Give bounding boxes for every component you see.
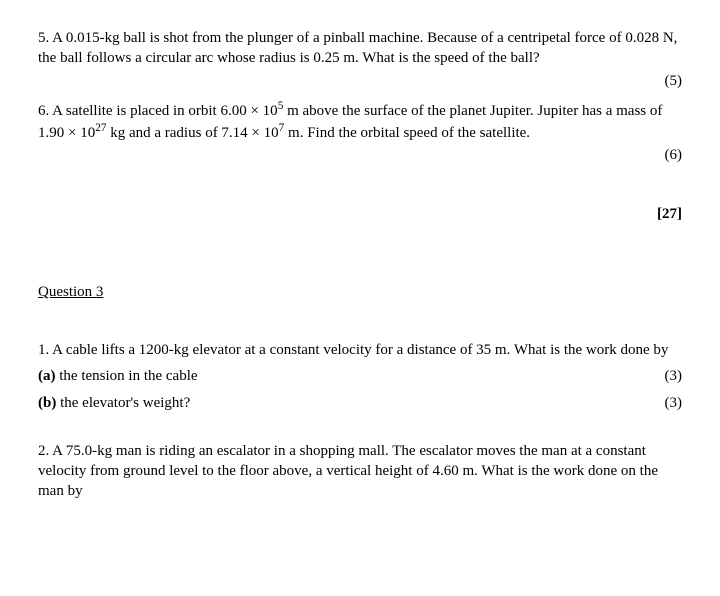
q3-p2-text: 2. A 75.0-kg man is riding an escalator … — [38, 441, 682, 502]
problem-5: 5. A 0.015-kg ball is shot from the plun… — [38, 28, 682, 91]
q3-problem-2: 2. A 75.0-kg man is riding an escalator … — [38, 441, 682, 502]
problem-5-text: 5. A 0.015-kg ball is shot from the plun… — [38, 28, 682, 69]
q6-exp-b: 27 — [95, 122, 106, 134]
q3-p1-b-label: (b) the elevator's weight? — [38, 393, 645, 413]
q3-p1-a-label-text: (a) the tension in the cable — [38, 368, 198, 384]
q3-p1-text: 1. A cable lifts a 1200-kg elevator at a… — [38, 340, 682, 360]
section-total: [27] — [38, 204, 682, 224]
problem-6-text: 6. A satellite is placed in orbit 6.00 ×… — [38, 99, 682, 144]
spacer — [38, 421, 682, 441]
q3-p1-a-label: (a) the tension in the cable — [38, 366, 645, 386]
q3-p1-b-marks: (3) — [645, 393, 683, 413]
problem-6-marks: (6) — [38, 145, 682, 165]
problem-6: 6. A satellite is placed in orbit 6.00 ×… — [38, 99, 682, 166]
problem-5-marks: (5) — [38, 71, 682, 91]
q3-p1-b-label-text: (b) the elevator's weight? — [38, 395, 190, 411]
q3-p1-a-marks: (3) — [645, 366, 683, 386]
q3-problem-1: 1. A cable lifts a 1200-kg elevator at a… — [38, 340, 682, 413]
question-3-heading: Question 3 — [38, 282, 682, 302]
q6-part-a: 6. A satellite is placed in orbit 6.00 ×… — [38, 103, 278, 119]
q3-p1-b-row: (b) the elevator's weight? (3) — [38, 393, 682, 413]
q3-p1-a-row: (a) the tension in the cable (3) — [38, 366, 682, 386]
q6-part-c: kg and a radius of 7.14 × 10 — [106, 125, 278, 141]
q6-part-d: m. Find the orbital speed of the satelli… — [284, 125, 530, 141]
